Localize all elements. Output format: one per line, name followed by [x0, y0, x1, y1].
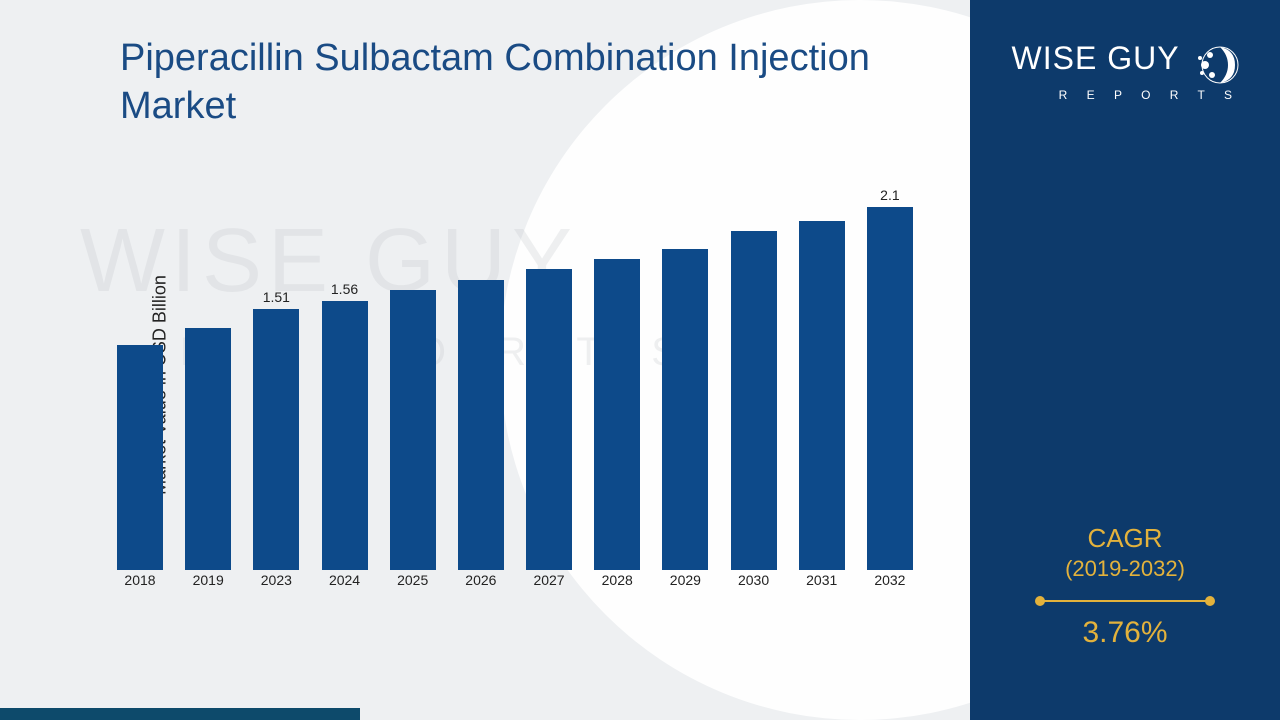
cagr-range: (2019-2032)	[1020, 556, 1230, 582]
logo-sub-text: R E P O R T S	[1012, 88, 1240, 102]
bar-wrap	[110, 325, 170, 570]
bar-value-label: 1.56	[331, 281, 358, 297]
logo-main-text: WISE GUY	[1012, 40, 1180, 76]
cagr-divider	[1040, 600, 1210, 602]
chart-title: Piperacillin Sulbactam Combination Injec…	[120, 35, 880, 130]
x-tick-label: 2026	[451, 572, 511, 600]
footer-accent-bar	[0, 708, 360, 720]
bar	[390, 290, 436, 570]
x-axis: 2018 2019 2023 2024 2025 2026 2027 2028 2029 2030…	[110, 572, 920, 600]
bar	[526, 269, 572, 570]
x-tick-label: 2027	[519, 572, 579, 600]
bar	[594, 259, 640, 570]
bar-wrap: 1.56	[315, 281, 375, 570]
bar-value-label: 1.51	[263, 289, 290, 305]
bar-value-label: 2.1	[880, 187, 899, 203]
bar-wrap	[792, 201, 852, 570]
bar	[253, 309, 299, 570]
bar	[322, 301, 368, 570]
bar	[458, 280, 504, 570]
brand-logo: WISE GUY R E P O R T S	[1012, 40, 1240, 102]
chart-area: Market Value in USD Billion 1.511.562.1 …	[70, 170, 930, 600]
x-tick-label: 2031	[792, 572, 852, 600]
x-tick-label: 2018	[110, 572, 170, 600]
bar-wrap	[451, 260, 511, 570]
x-tick-label: 2032	[860, 572, 920, 600]
bar-wrap	[587, 239, 647, 570]
x-tick-label: 2019	[178, 572, 238, 600]
logo-head-icon	[1190, 40, 1240, 90]
cagr-block: CAGR (2019-2032) 3.76%	[1020, 523, 1230, 650]
x-tick-label: 2029	[655, 572, 715, 600]
bar	[662, 249, 708, 570]
bar-wrap	[724, 211, 784, 570]
x-tick-label: 2024	[315, 572, 375, 600]
bar	[117, 345, 163, 570]
x-tick-label: 2030	[724, 572, 784, 600]
bar-wrap	[178, 308, 238, 570]
bar	[731, 231, 777, 570]
x-tick-label: 2028	[587, 572, 647, 600]
bar-wrap	[655, 229, 715, 570]
cagr-title: CAGR	[1020, 523, 1230, 554]
bar	[185, 328, 231, 570]
chart-canvas: WISE GUY R E P O R T S WISE GUY R E P O …	[0, 0, 1280, 720]
bar	[799, 221, 845, 570]
bar-wrap: 2.1	[860, 187, 920, 570]
x-tick-label: 2023	[246, 572, 306, 600]
x-tick-label: 2025	[383, 572, 443, 600]
bar-wrap: 1.51	[246, 289, 306, 570]
cagr-value: 3.76%	[1020, 616, 1230, 650]
bars-container: 1.51 1.56 2.1	[110, 190, 920, 570]
bar-wrap	[383, 270, 443, 570]
bar-wrap	[519, 249, 579, 570]
bar	[867, 207, 913, 570]
